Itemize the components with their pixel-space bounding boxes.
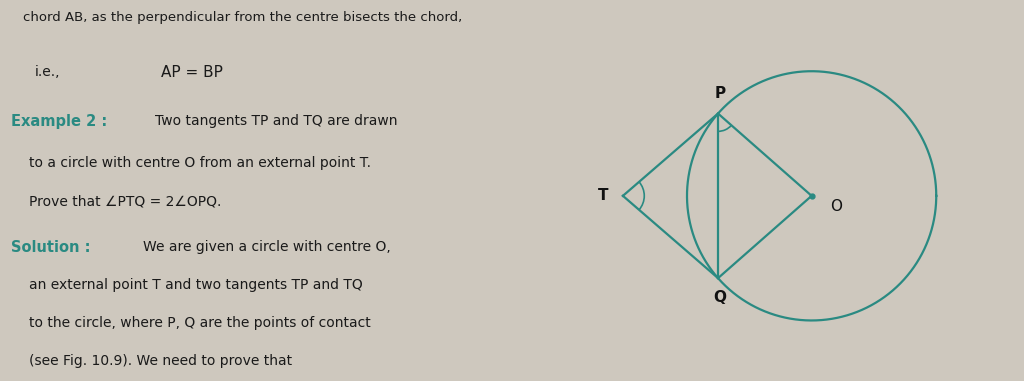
Text: i.e.,: i.e., bbox=[35, 65, 60, 79]
Text: chord AB, as the perpendicular from the centre bisects the chord,: chord AB, as the perpendicular from the … bbox=[23, 11, 462, 24]
Text: to a circle with centre O from an external point T.: to a circle with centre O from an extern… bbox=[29, 156, 371, 170]
Text: T: T bbox=[598, 188, 608, 203]
Text: Q: Q bbox=[714, 290, 726, 305]
Text: P: P bbox=[715, 86, 725, 101]
Text: an external point T and two tangents TP and TQ: an external point T and two tangents TP … bbox=[29, 278, 362, 292]
Text: (see Fig. 10.9). We need to prove that: (see Fig. 10.9). We need to prove that bbox=[29, 354, 292, 368]
Text: Two tangents TP and TQ are drawn: Two tangents TP and TQ are drawn bbox=[155, 114, 397, 128]
Text: Prove that ∠PTQ = 2∠OPQ.: Prove that ∠PTQ = 2∠OPQ. bbox=[29, 194, 221, 208]
Text: Example 2 :: Example 2 : bbox=[11, 114, 108, 129]
Text: to the circle, where P, Q are the points of contact: to the circle, where P, Q are the points… bbox=[29, 316, 371, 330]
Text: AP = BP: AP = BP bbox=[161, 65, 222, 80]
Text: Solution :: Solution : bbox=[11, 240, 91, 255]
Text: We are given a circle with centre O,: We are given a circle with centre O, bbox=[143, 240, 391, 254]
Text: O: O bbox=[830, 199, 843, 214]
